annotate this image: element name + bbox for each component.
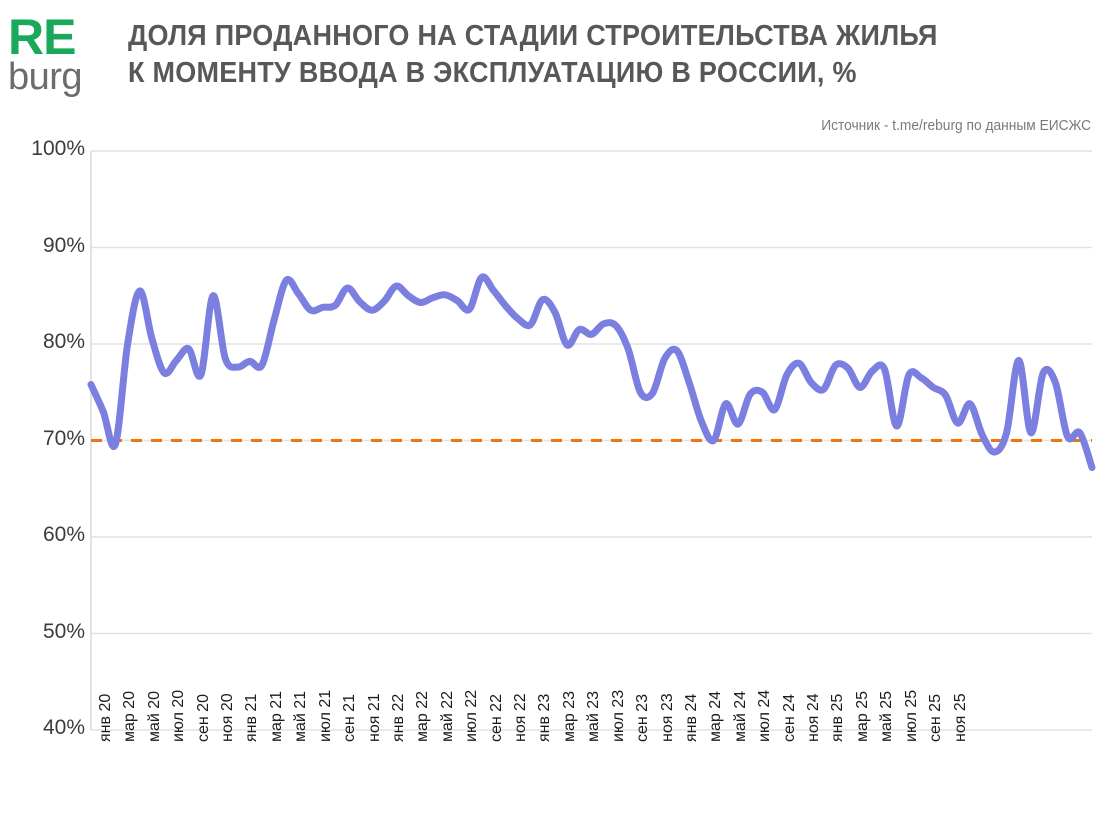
data-series-line: [87, 273, 1096, 472]
source-note: Источник - t.me/reburg по данным ЕИСЖС: [821, 118, 1091, 134]
y-axis-tick-label: 40%: [42, 716, 85, 739]
y-axis-tick-label: 60%: [42, 523, 85, 546]
x-axis-tick-label: мар 21: [267, 690, 285, 742]
y-axis-tick-label: 80%: [42, 330, 85, 353]
x-axis-tick-label: янв 22: [389, 693, 407, 742]
y-axis-tick-label: 50%: [42, 619, 85, 643]
x-axis-tick-label: июл 21: [316, 689, 334, 742]
x-axis-tick-label: мар 25: [853, 690, 871, 742]
x-axis-tick-label: янв 25: [829, 693, 847, 742]
logo-re-text: RE: [8, 9, 76, 65]
x-axis-tick-label: май 21: [292, 690, 310, 742]
y-axis-tick-label: 100%: [31, 137, 85, 160]
x-axis-tick-label: ноя 24: [805, 693, 823, 742]
line-chart: 100% 90% 80% 70% 60% 50% 40% янв 20 мар 20 май 2…: [0, 130, 1097, 815]
x-axis-tick-label: июл 20: [170, 689, 188, 742]
x-axis-tick-label: июл 22: [463, 689, 481, 742]
x-axis-tick-label: июл 25: [902, 689, 920, 742]
x-axis-tick-label: май 25: [878, 690, 896, 742]
title-line-1: ДОЛЯ ПРОДАННОГО НА СТАДИИ СТРОИТЕЛЬСТВА …: [128, 20, 938, 52]
x-axis-tick-label: май 22: [438, 690, 456, 742]
x-axis-tick-label: мар 24: [707, 690, 725, 742]
x-axis-tick-label: мар 23: [560, 690, 578, 742]
x-axis-tick-label: мар 22: [414, 690, 432, 742]
x-axis-tick-label: янв 24: [682, 693, 700, 742]
y-axis-tick-label: 70%: [42, 426, 85, 450]
x-axis-tick-label: сен 20: [194, 694, 212, 742]
x-axis-tick-label: ноя 20: [219, 693, 237, 742]
x-axis-tick-label: сен 23: [634, 694, 652, 742]
x-axis-tick-label: сен 21: [341, 694, 359, 742]
x-axis-tick-label: ноя 21: [365, 693, 383, 742]
y-axis-tick-label: 90%: [42, 233, 85, 257]
x-axis-tick-label: июл 24: [756, 689, 774, 742]
title-line-2: К МОМЕНТУ ВВОДА В ЭКСПЛУАТАЦИЮ В РОССИИ,…: [128, 57, 857, 89]
x-axis-tick-label: май 20: [145, 690, 163, 742]
x-axis-tick-label: сен 24: [780, 694, 798, 742]
x-axis-tick-label: ноя 25: [951, 693, 969, 742]
x-axis-tick-label: мар 20: [121, 690, 139, 742]
x-axis-tick-label: июл 23: [609, 689, 627, 742]
x-axis-tick-label: сен 22: [487, 694, 505, 742]
chart-canvas: [87, 150, 1096, 731]
chart-header: RE burg ДОЛЯ ПРОДАННОГО НА СТАДИИ СТРОИТ…: [0, 0, 1097, 134]
x-axis-tick-label: май 23: [585, 690, 603, 742]
x-axis-tick-label: ноя 22: [512, 693, 530, 742]
x-axis-tick-label: май 24: [731, 690, 749, 742]
page-title: ДОЛЯ ПРОДАННОГО НА СТАДИИ СТРОИТЕЛЬСТВА …: [128, 18, 1012, 92]
x-axis-tick-label: янв 20: [97, 693, 114, 742]
x-axis-tick-label: янв 21: [243, 693, 261, 742]
x-axis-tick-label: ноя 23: [658, 693, 676, 742]
reburg-logo: RE burg: [8, 12, 104, 104]
x-axis-tick-label: сен 25: [927, 694, 945, 742]
x-axis-tick-label: янв 23: [536, 693, 554, 742]
logo-burg-text: burg: [8, 56, 83, 98]
